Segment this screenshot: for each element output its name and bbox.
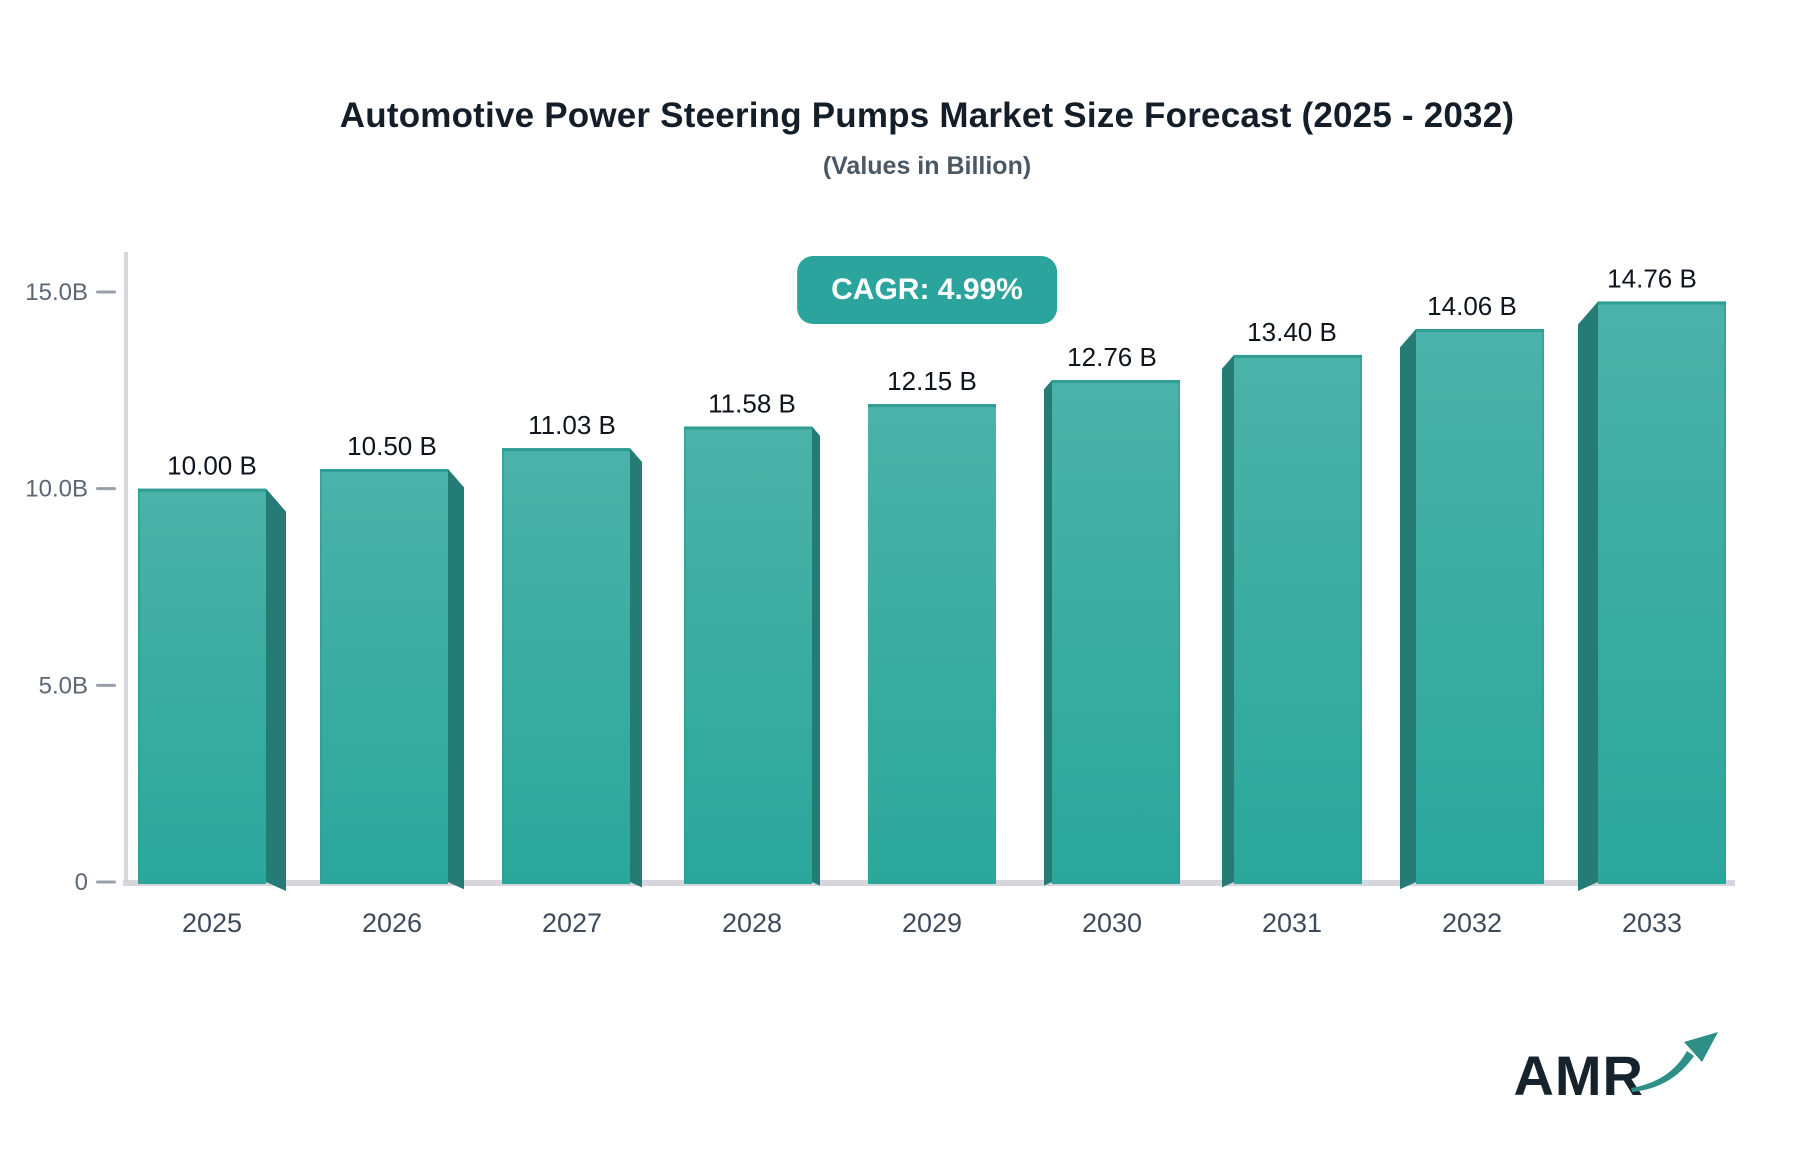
bar-2030: 12.76 B 2030 xyxy=(1044,342,1180,938)
bar-top-edge xyxy=(1598,301,1726,305)
bar-front-face xyxy=(138,488,266,884)
bar-value-label: 10.00 B xyxy=(167,451,257,481)
y-tick-dash xyxy=(96,290,116,294)
bar-side-face xyxy=(1578,301,1598,891)
bar-value-label: 10.50 B xyxy=(347,431,437,461)
bar-outer-edge xyxy=(1178,380,1180,882)
y-tick-label: 10.0B xyxy=(25,476,88,503)
x-tick-label: 2028 xyxy=(722,908,782,938)
bar-2028: 11.58 B 2028 xyxy=(684,389,820,938)
bar-front-face xyxy=(1416,328,1544,884)
bar-2033: 14.76 B 2033 xyxy=(1578,263,1726,938)
bar-top-edge xyxy=(1052,380,1180,384)
y-tick-label: 5.0B xyxy=(39,672,88,699)
bar-front-face xyxy=(1052,380,1180,884)
bar-top-edge xyxy=(502,448,630,452)
x-tick-label: 2027 xyxy=(542,908,602,938)
bar-outer-edge xyxy=(684,426,686,882)
bar-2025: 10.00 B 2025 xyxy=(138,451,286,938)
bar-2032: 14.06 B 2032 xyxy=(1400,291,1544,938)
bar-front-face xyxy=(502,448,630,884)
growth-arrow-icon xyxy=(1631,1032,1718,1092)
y-tick-label: 0 xyxy=(75,869,88,896)
y-axis-line xyxy=(124,252,128,886)
amr-logo: AMR xyxy=(1513,1026,1722,1104)
bar-value-label: 12.76 B xyxy=(1067,342,1157,372)
bar-value-label: 14.06 B xyxy=(1427,291,1517,321)
bar-top-edge xyxy=(868,404,996,408)
bar-side-face xyxy=(630,448,642,888)
chart-subtitle: (Values in Billion) xyxy=(822,152,1032,180)
bar-outer-edge xyxy=(1542,328,1544,882)
bar-value-label: 14.76 B xyxy=(1607,263,1697,293)
bar-value-label: 11.03 B xyxy=(528,410,616,440)
bar-side-face xyxy=(1044,380,1052,886)
bar-2029: 12.15 B 2029 xyxy=(868,366,996,938)
bar-2031: 13.40 B 2031 xyxy=(1222,317,1362,938)
bar-top-edge xyxy=(684,426,812,430)
x-tick-label: 2031 xyxy=(1262,908,1322,938)
bar-side-face xyxy=(1222,354,1234,888)
bar-top-edge xyxy=(1234,354,1362,358)
bar-value-label: 12.15 B xyxy=(887,366,977,396)
bar-outer-edge xyxy=(138,488,140,882)
bar-front-face xyxy=(1234,354,1362,884)
bar-value-label: 11.58 B xyxy=(708,389,796,419)
chart-title: Automotive Power Steering Pumps Market S… xyxy=(339,96,1515,135)
bar-side-face xyxy=(812,426,820,886)
bar-top-edge xyxy=(320,469,448,472)
bar-outer-edge xyxy=(320,469,322,882)
bar-2026: 10.50 B 2026 xyxy=(320,431,464,938)
bar-2027: 11.03 B 2027 xyxy=(502,410,642,938)
x-tick-label: 2030 xyxy=(1082,908,1142,938)
bars-layer: 10.00 B 2025 10.50 B 2026 11.03 B 2027 11.58 B… xyxy=(138,263,1726,938)
y-tick-dash xyxy=(96,880,116,884)
bar-outer-edge xyxy=(1724,301,1726,882)
bar-value-label: 13.40 B xyxy=(1247,317,1337,347)
x-tick-label: 2025 xyxy=(182,908,242,938)
bar-top-edge xyxy=(138,488,266,492)
bar-outer-edge xyxy=(1360,354,1362,882)
cagr-badge: CAGR: 4.99% xyxy=(797,256,1057,324)
bar-top-edge xyxy=(1416,328,1544,332)
y-tick-dash xyxy=(96,487,116,491)
bar-side-face xyxy=(1400,328,1416,890)
bar-front-face xyxy=(868,404,996,884)
bar-side-face xyxy=(448,469,464,890)
amr-logo-text: AMR xyxy=(1513,1044,1644,1107)
x-tick-label: 2029 xyxy=(902,908,962,938)
x-tick-label: 2026 xyxy=(362,908,422,938)
y-tick-label: 15.0B xyxy=(25,279,88,306)
x-tick-label: 2033 xyxy=(1622,908,1682,938)
bar-side-face xyxy=(266,488,286,891)
x-tick-label: 2032 xyxy=(1442,908,1502,938)
bar-outer-edge xyxy=(502,448,504,882)
y-tick-dash xyxy=(96,683,116,687)
bar-front-face xyxy=(684,426,812,884)
bar-front-face xyxy=(320,469,448,884)
bar-front-face xyxy=(1598,301,1726,884)
